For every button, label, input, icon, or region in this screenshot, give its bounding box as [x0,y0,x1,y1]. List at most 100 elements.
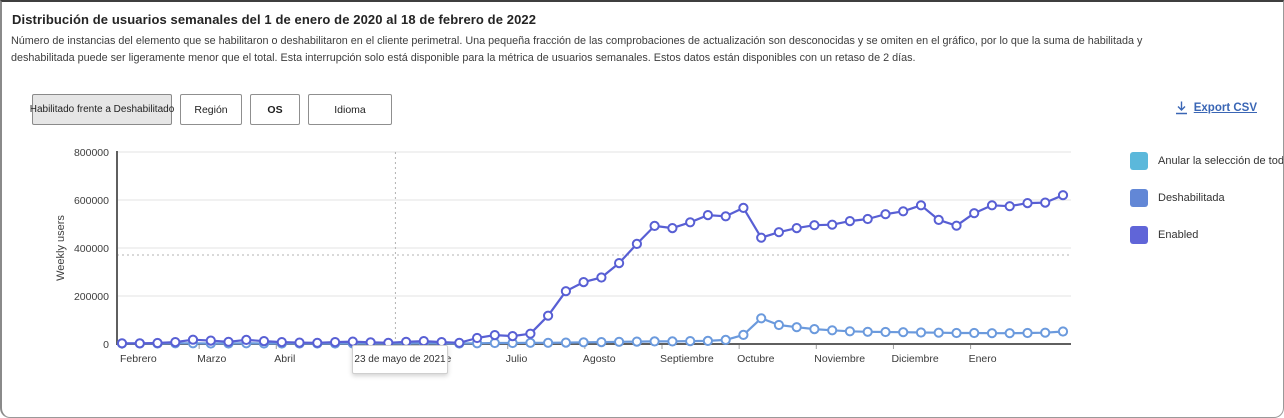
data-point[interactable] [667,223,678,234]
export-csv-label: Export CSV [1193,102,1257,114]
data-point[interactable] [205,335,216,346]
data-point[interactable] [418,336,429,347]
data-point[interactable] [969,208,980,219]
data-point[interactable] [951,220,962,231]
data-point[interactable] [773,227,785,238]
data-point[interactable] [258,336,270,347]
data-point[interactable] [951,327,962,339]
data-point[interactable] [649,220,660,232]
data-point[interactable] [1004,328,1015,339]
data-point[interactable] [720,334,731,345]
data-point[interactable] [880,326,891,338]
data-point[interactable] [915,327,927,338]
data-point[interactable] [134,338,145,349]
data-point[interactable] [862,326,873,337]
data-point[interactable] [472,332,483,344]
data-point[interactable] [685,336,696,347]
data-point[interactable] [1057,190,1069,201]
data-point[interactable] [880,209,891,220]
data-point[interactable] [1040,327,1051,338]
data-point[interactable] [756,232,767,243]
data-point[interactable] [738,329,749,340]
data-point[interactable] [631,238,643,250]
x-tick-label: Julio [506,353,528,365]
data-point[interactable] [525,328,536,339]
chart-legend: Anular la selección de todo Deshabilitada… [1130,152,1283,263]
data-point[interactable] [1004,201,1015,212]
legend-item-anular-la-selecci-n-de-todo[interactable]: Anular la selección de todo [1130,152,1283,170]
data-point[interactable] [844,216,856,227]
filter-button-habilitado-frente-a-deshabilitado[interactable]: Habilitado frente a Deshabilitado [30,94,174,125]
page-title: Distribución de usuarios semanales del 1… [12,12,537,27]
data-point[interactable] [738,202,749,214]
data-point[interactable] [330,337,341,348]
legend-item-deshabilitada[interactable]: Deshabilitada [1130,189,1283,207]
data-point[interactable] [702,335,714,346]
data-point[interactable] [578,277,589,288]
filter-button-os[interactable]: OS [250,94,300,125]
data-point[interactable] [1057,326,1069,337]
data-point[interactable] [507,331,518,342]
data-point[interactable] [720,211,731,222]
data-point[interactable] [596,272,607,283]
data-point[interactable] [809,324,820,335]
data-point[interactable] [489,330,500,341]
x-tick-label: Septiembre [660,353,714,365]
data-point[interactable] [862,213,873,225]
data-point[interactable] [241,334,252,345]
legend-item-enabled[interactable]: Enabled [1130,226,1283,244]
data-point[interactable] [578,337,589,348]
data-point[interactable] [116,338,128,349]
data-point[interactable] [614,336,625,347]
data-point[interactable] [702,210,714,221]
data-point[interactable] [294,337,305,348]
data-point[interactable] [525,337,536,348]
data-point[interactable] [915,200,927,211]
data-point[interactable] [933,327,944,338]
data-point[interactable] [986,200,998,211]
data-point[interactable] [1040,197,1051,208]
data-point[interactable] [187,334,199,345]
export-csv-link[interactable]: Export CSV [1175,101,1257,115]
data-point[interactable] [649,336,660,347]
data-point[interactable] [543,310,554,321]
data-point[interactable] [791,322,802,333]
data-point[interactable] [667,336,678,347]
filter-button-regi-n[interactable]: Región [180,94,242,125]
data-point[interactable] [809,220,820,231]
data-point[interactable] [685,217,696,228]
x-tick-label: Abril [274,353,295,365]
data-point[interactable] [827,219,838,230]
data-point[interactable] [170,337,181,348]
filter-button-idioma[interactable]: Idioma [308,94,392,125]
data-point[interactable] [827,325,838,336]
data-point[interactable] [152,337,163,349]
data-point[interactable] [898,206,909,217]
data-point[interactable] [631,336,643,347]
data-point[interactable] [756,313,767,324]
data-point[interactable] [986,328,998,339]
data-point[interactable] [560,337,572,348]
data-point[interactable] [454,337,465,348]
data-point[interactable] [276,337,287,348]
x-tick-label: Marzo [197,353,226,365]
series-enabled-line [116,190,1069,349]
filter-toolbar: Habilitado frente a Deshabilitado Región O… [30,94,392,125]
data-point[interactable] [773,319,785,331]
data-point[interactable] [791,223,802,234]
data-point[interactable] [898,327,909,338]
data-point[interactable] [1022,198,1033,209]
crosshair [117,152,1071,348]
weekly-users-chart[interactable]: 0 200000 400000 600000 800000 Weekly users Feb… [2,137,1112,387]
data-point[interactable] [560,286,572,297]
data-point[interactable] [844,326,856,337]
data-point[interactable] [969,327,980,339]
data-point[interactable] [223,336,234,347]
data-point[interactable] [614,258,625,269]
data-point[interactable] [543,337,554,348]
data-point[interactable] [933,214,944,226]
data-point[interactable] [596,337,607,348]
data-point[interactable] [1022,327,1033,339]
data-point[interactable] [312,337,323,348]
